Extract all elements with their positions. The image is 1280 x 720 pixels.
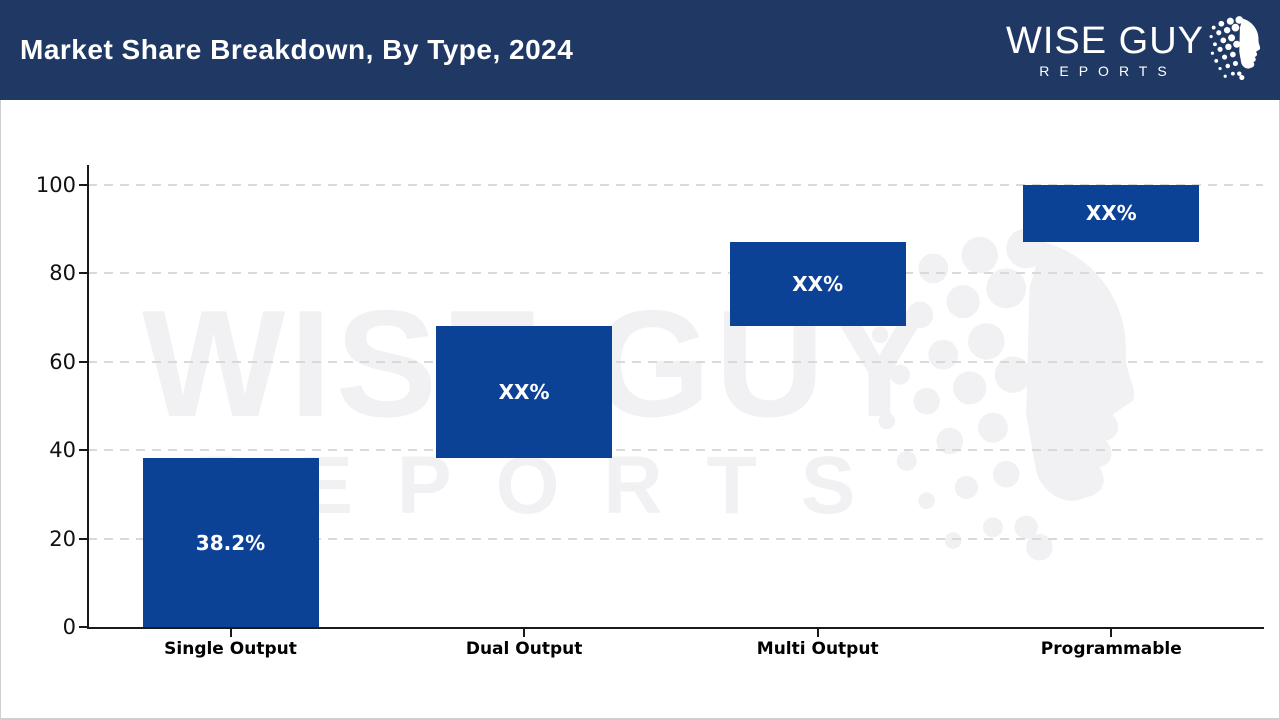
x-axis-category-label-programmable: Programmable [1040,639,1182,659]
bar-value-label-programmable: XX% [1085,201,1137,226]
bar-single-output [142,458,319,627]
bar-value-label-dual-output: XX% [498,380,550,405]
gridline-80 [88,272,1263,275]
y-axis-tick-label-80: 80 [49,261,76,286]
logo-subtext: REPORTS [1039,62,1177,79]
y-axis-tick-0 [79,626,87,628]
gridline-40 [88,449,1263,452]
wise-guy-logo-text: WISE GUY REPORTS [1006,22,1204,79]
bar-multi-output [729,241,906,327]
y-axis-tick-20 [79,537,87,540]
y-axis-tick-60 [79,360,87,363]
y-axis-line [87,165,89,629]
x-axis-category-label-dual-output: Dual Output [465,639,583,659]
y-axis-tick-label-20: 20 [49,526,76,551]
x-axis-line [87,627,1264,629]
gridline-20 [88,537,1263,540]
bar-dual-output [436,326,613,459]
y-axis-tick-label-40: 40 [49,438,76,463]
y-axis-tick-100 [79,184,87,186]
dotted-head-icon [1209,16,1261,81]
logo-wordmark: WISE GUY [1005,19,1204,62]
x-axis-tick-multi-output [816,629,819,637]
bar-value-label-single-output: 38.2% [195,530,266,555]
x-axis-category-label-single-output: Single Output [164,639,297,659]
x-axis-tick-programmable [1110,629,1113,637]
y-axis-tick-40 [79,449,87,452]
y-axis-tick-80 [79,272,87,275]
y-axis-tick-label-0: 0 [62,615,76,639]
watermark-head-icon [871,228,1135,561]
wise-guy-logo: WISE GUY REPORTS [1006,0,1270,100]
y-axis-tick-label-100: 100 [35,173,76,197]
x-axis-category-label-multi-output: Multi Output [756,639,879,659]
x-axis-tick-single-output [229,629,232,637]
bar-programmable [1023,185,1200,242]
page-title: Market Share Breakdown, By Type, 2024 [20,34,574,65]
header-bar: Market Share Breakdown, By Type, 2024 WI… [0,0,1280,100]
gridline-60 [88,360,1263,363]
y-axis-tick-label-60: 60 [49,349,76,374]
gridline-100 [88,184,1263,186]
x-axis-tick-dual-output [523,629,526,637]
bar-value-label-multi-output: XX% [792,272,844,296]
